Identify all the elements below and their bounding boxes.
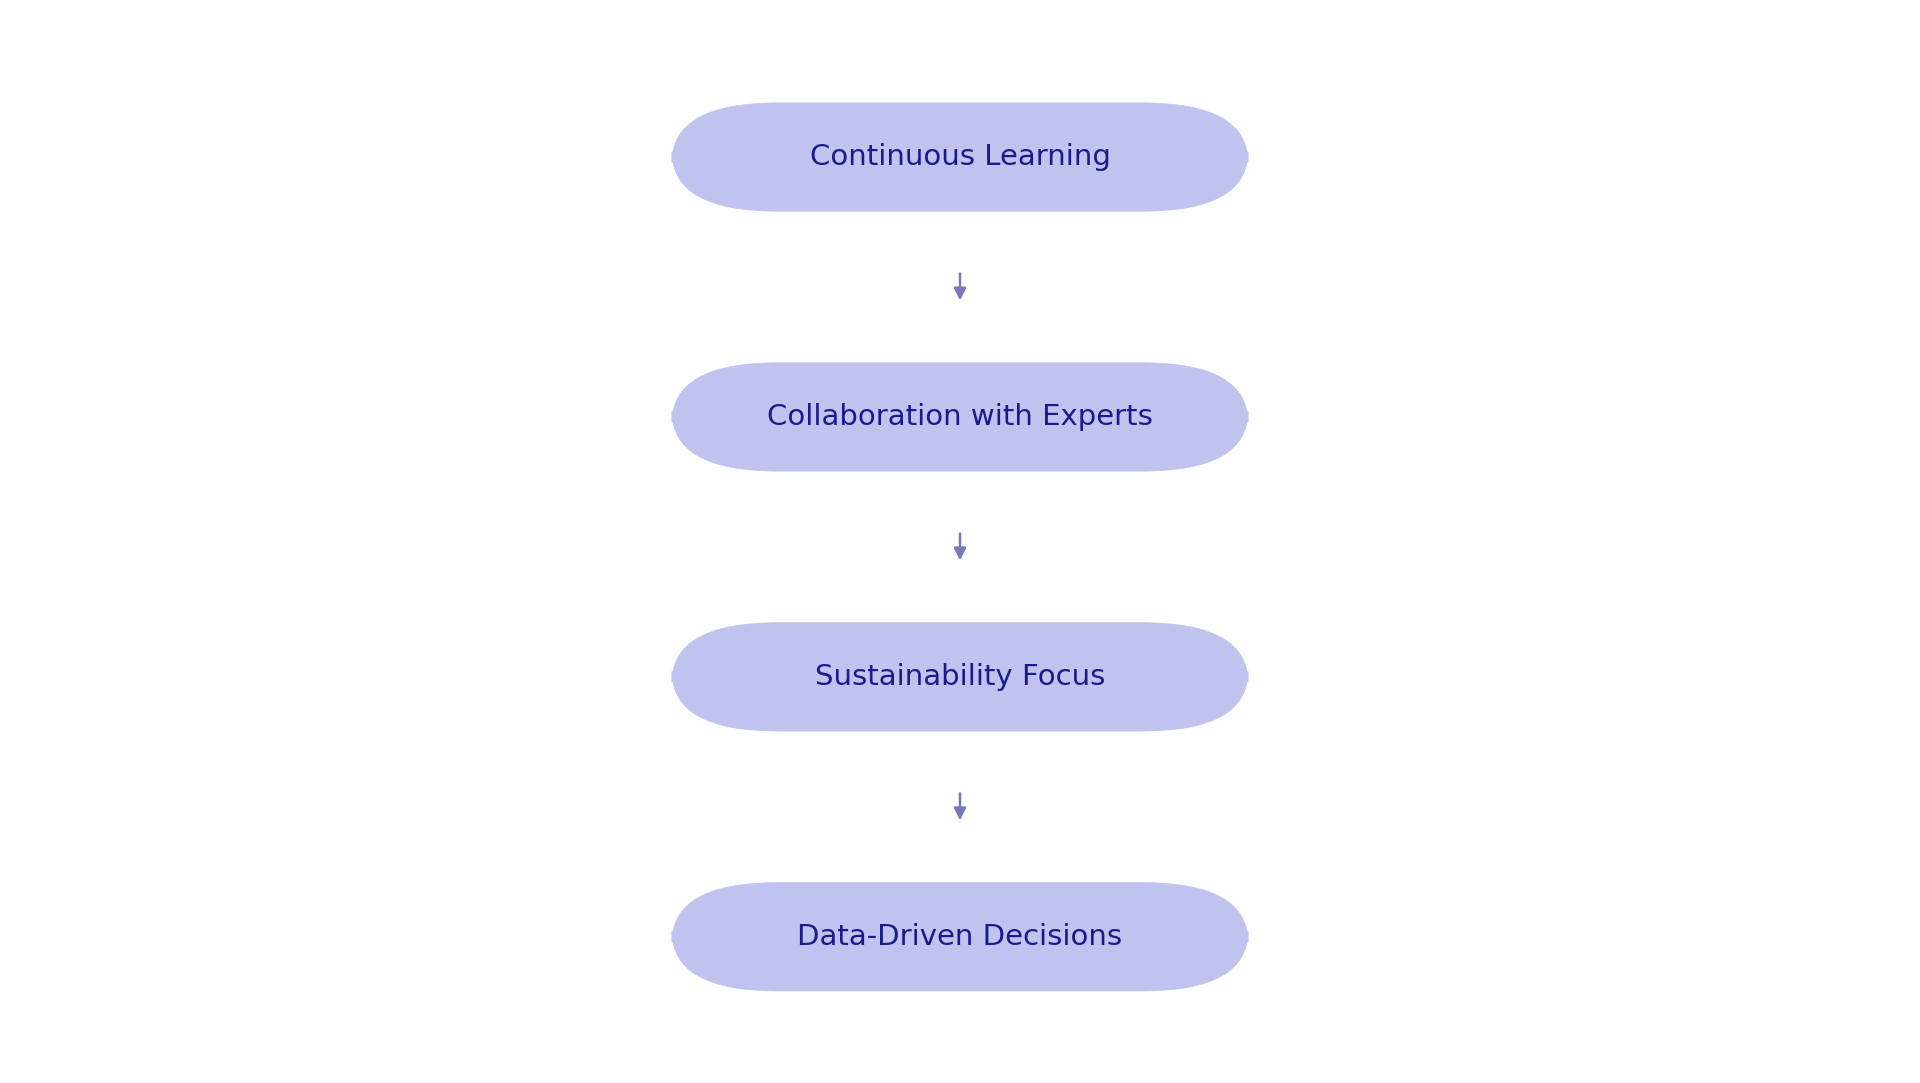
Text: Sustainability Focus: Sustainability Focus [814, 663, 1106, 691]
Text: Continuous Learning: Continuous Learning [810, 143, 1110, 171]
Text: Data-Driven Decisions: Data-Driven Decisions [797, 923, 1123, 951]
Text: Collaboration with Experts: Collaboration with Experts [768, 403, 1152, 431]
FancyBboxPatch shape [672, 883, 1248, 991]
FancyBboxPatch shape [672, 103, 1248, 211]
FancyBboxPatch shape [672, 363, 1248, 471]
FancyBboxPatch shape [672, 623, 1248, 731]
